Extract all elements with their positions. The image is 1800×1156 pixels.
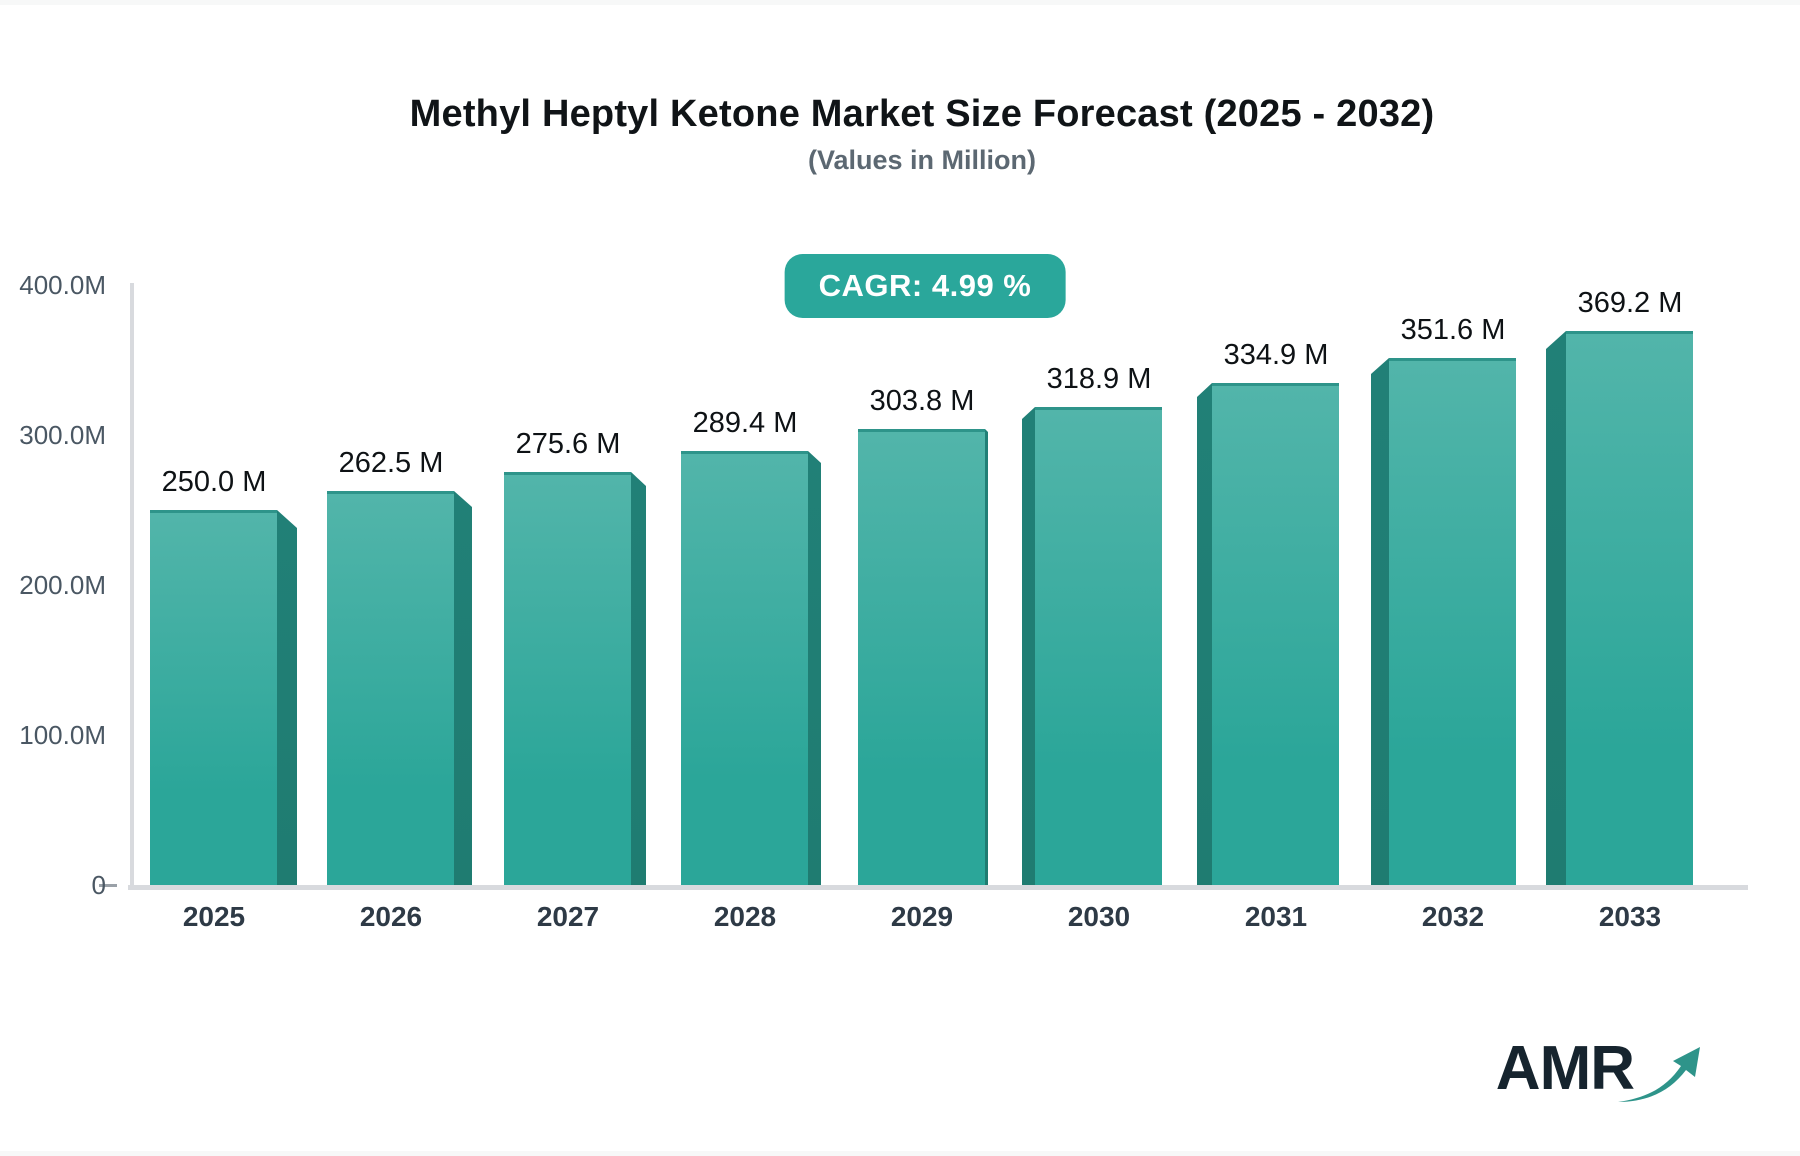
- x-tick-label: 2033: [1598, 901, 1662, 932]
- bar-side-face: [985, 429, 988, 885]
- amr-logo-text: AMR: [1495, 1034, 1635, 1103]
- bar: [858, 429, 985, 885]
- bar: [1212, 383, 1339, 885]
- zero-tick-mark: [99, 884, 117, 887]
- bar: [1389, 358, 1516, 885]
- x-tick-label: 2028: [713, 901, 777, 932]
- y-axis-line: [130, 283, 134, 887]
- bar-value-label: 369.2 M: [1577, 287, 1683, 319]
- bar-side-face: [808, 451, 821, 885]
- bar-value-label: 351.6 M: [1400, 314, 1506, 346]
- bar-side-face: [631, 472, 646, 885]
- x-tick-label: 2029: [890, 901, 954, 932]
- x-axis-line: [128, 885, 1748, 890]
- bar-side-face: [1546, 331, 1566, 885]
- bar-side-face: [1371, 358, 1389, 885]
- bar-side-face: [277, 510, 297, 885]
- bar-value-label: 318.9 M: [1046, 363, 1152, 395]
- y-tick-label: 300.0M: [19, 420, 106, 450]
- bar-value-label: 262.5 M: [338, 447, 444, 479]
- x-tick-label: 2030: [1067, 901, 1131, 932]
- bar: [1035, 407, 1162, 885]
- bar-value-label: 303.8 M: [869, 385, 975, 417]
- top-border-strip: [0, 0, 1800, 5]
- cagr-badge-label: CAGR: 4.99 %: [818, 268, 1032, 303]
- bar: [504, 472, 631, 885]
- y-tick-label: 0: [91, 870, 106, 900]
- amr-logo: AMR: [1495, 1034, 1702, 1104]
- chart-header: Methyl Heptyl Ketone Market Size Forecas…: [22, 90, 1800, 176]
- cagr-badge: CAGR: 4.99 %: [784, 254, 1066, 318]
- y-tick-label: 100.0M: [19, 720, 106, 750]
- y-tick-label: 200.0M: [19, 570, 106, 600]
- bar-side-face: [1022, 407, 1035, 885]
- chart-subtitle: (Values in Million): [807, 145, 1037, 175]
- x-tick-label: 2027: [536, 901, 600, 932]
- bar: [1566, 331, 1693, 885]
- bar-value-label: 275.6 M: [515, 428, 621, 460]
- bar: [327, 491, 454, 885]
- trend-up-arrow-icon: [1618, 1047, 1700, 1102]
- y-tick-label: 400.0M: [19, 270, 106, 300]
- chart-title: Methyl Heptyl Ketone Market Size Forecas…: [409, 93, 1435, 135]
- x-tick-label: 2031: [1244, 901, 1308, 932]
- bar: [150, 510, 277, 885]
- x-tick-label: 2032: [1421, 901, 1485, 932]
- bar-side-face: [1197, 383, 1212, 885]
- bar-value-label: 250.0 M: [161, 466, 267, 498]
- bar-value-label: 334.9 M: [1223, 339, 1329, 371]
- bar-side-face: [454, 491, 472, 885]
- x-tick-label: 2026: [359, 901, 423, 932]
- bar-value-label: 289.4 M: [692, 407, 798, 439]
- x-tick-label: 2025: [182, 901, 246, 932]
- bottom-border-strip: [0, 1151, 1800, 1156]
- bar: [681, 451, 808, 885]
